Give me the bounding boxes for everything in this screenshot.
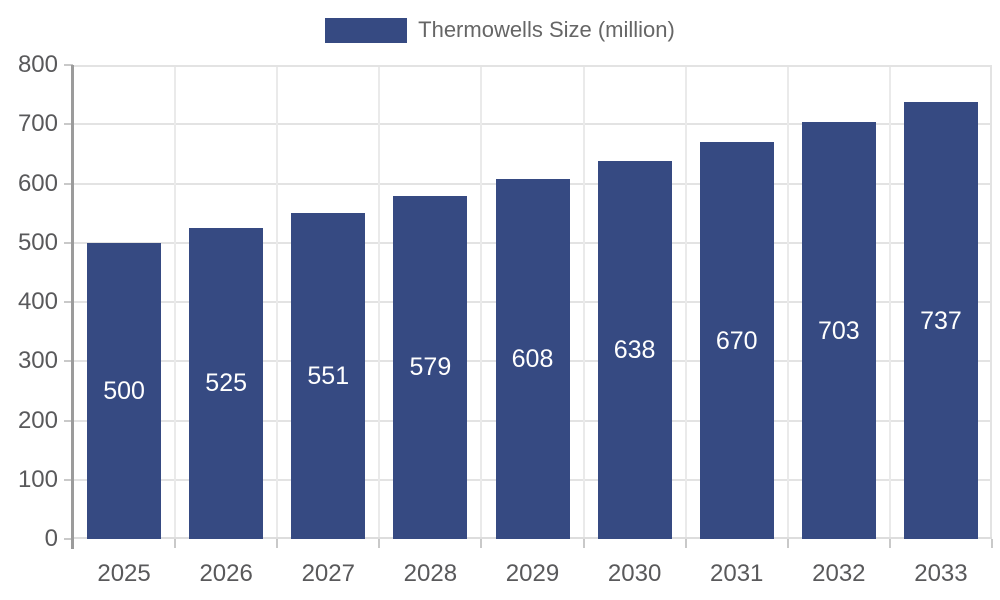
x-axis-label: 2031 bbox=[710, 560, 764, 587]
bar-2031: 670 bbox=[699, 142, 774, 539]
x-axis-tick bbox=[888, 539, 891, 548]
gridline-vertical bbox=[888, 65, 891, 539]
x-axis-label: 2028 bbox=[403, 560, 458, 587]
y-axis-tick bbox=[64, 419, 73, 422]
y-axis-tick bbox=[64, 478, 73, 481]
y-axis-label: 0 bbox=[44, 525, 58, 552]
bar-2025: 500 bbox=[87, 242, 162, 539]
y-axis-tick bbox=[64, 64, 73, 66]
bar-value-label: 551 bbox=[307, 361, 350, 390]
x-axis-label: 2029 bbox=[505, 560, 560, 587]
y-axis-tick bbox=[64, 360, 73, 363]
legend-label: Thermowells Size (million) bbox=[418, 17, 675, 42]
y-axis-tick bbox=[64, 123, 73, 126]
gridline-vertical bbox=[276, 65, 279, 539]
plot-area: 0 100 200 300 400 500 600 700 800 500 2025 525 2026 5… bbox=[18, 51, 993, 587]
y-axis-label: 700 bbox=[17, 110, 58, 138]
x-axis-tick bbox=[786, 539, 789, 548]
gridline-vertical bbox=[684, 65, 687, 539]
x-axis-tick bbox=[991, 539, 993, 548]
gridline-vertical bbox=[174, 65, 177, 539]
x-axis-tick bbox=[582, 539, 585, 548]
x-axis-label: 2032 bbox=[812, 560, 866, 587]
bar-value-label: 670 bbox=[715, 326, 758, 355]
x-axis-tick bbox=[684, 539, 687, 548]
x-axis-label: 2033 bbox=[914, 560, 968, 587]
legend: Thermowells Size (million) bbox=[0, 15, 1000, 45]
gridline-horizontal bbox=[73, 123, 992, 126]
bar-value-label: 638 bbox=[613, 335, 656, 364]
y-axis-label: 200 bbox=[17, 406, 58, 434]
y-axis-label: 300 bbox=[17, 347, 58, 375]
y-axis-tick bbox=[64, 241, 73, 244]
bar-value-label: 579 bbox=[409, 353, 452, 382]
y-axis-tick bbox=[64, 538, 73, 540]
bar-value-label: 703 bbox=[817, 316, 860, 345]
y-axis-tick bbox=[64, 301, 73, 303]
bar-2026: 525 bbox=[189, 227, 264, 539]
x-axis-tick bbox=[276, 539, 279, 548]
bar-value-label: 737 bbox=[920, 306, 962, 335]
bar-2032: 703 bbox=[801, 122, 876, 539]
gridline-vertical bbox=[378, 65, 381, 539]
gridline-vertical bbox=[480, 65, 483, 539]
x-axis-tick bbox=[174, 539, 177, 548]
x-axis-tick bbox=[378, 539, 381, 548]
bar-2033: 737 bbox=[903, 102, 978, 539]
plot-border-top bbox=[73, 65, 992, 67]
y-axis-label: 600 bbox=[17, 169, 58, 197]
x-axis-label: 2027 bbox=[301, 560, 355, 587]
y-axis-line bbox=[71, 65, 74, 549]
gridline-vertical bbox=[786, 65, 789, 539]
bar-value-label: 525 bbox=[205, 369, 248, 398]
y-axis-tick bbox=[64, 182, 73, 185]
x-axis-label: 2026 bbox=[199, 560, 253, 587]
bar-2027: 551 bbox=[291, 212, 366, 539]
bar-2029: 608 bbox=[495, 178, 570, 539]
y-axis-label: 800 bbox=[17, 51, 58, 78]
x-axis-label: 2025 bbox=[97, 560, 151, 587]
x-axis-tick bbox=[480, 539, 483, 548]
bar-value-label: 500 bbox=[103, 376, 145, 405]
gridline-vertical bbox=[582, 65, 585, 539]
legend-swatch bbox=[325, 17, 408, 43]
x-axis-label: 2030 bbox=[607, 560, 662, 587]
bar-2028: 579 bbox=[393, 195, 468, 539]
y-axis-label: 100 bbox=[17, 465, 58, 493]
bar-value-label: 608 bbox=[511, 344, 554, 373]
bar-2030: 638 bbox=[597, 160, 672, 539]
plot-border-right bbox=[990, 65, 992, 539]
y-axis-label: 500 bbox=[17, 228, 58, 256]
y-axis-label: 400 bbox=[17, 288, 58, 315]
